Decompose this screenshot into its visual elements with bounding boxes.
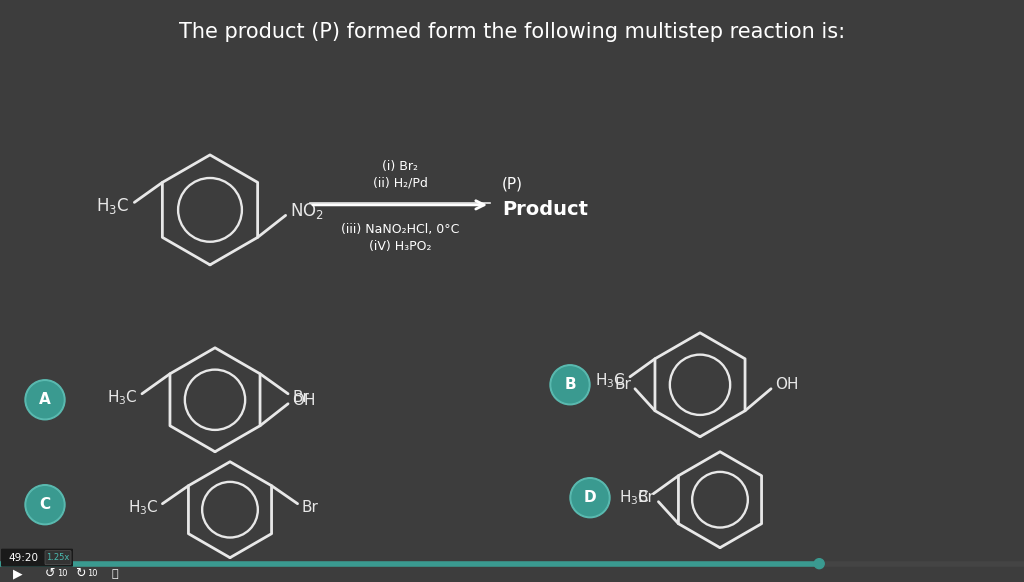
Text: 10: 10: [87, 569, 97, 578]
Circle shape: [27, 382, 63, 418]
Text: Br: Br: [614, 377, 631, 392]
FancyBboxPatch shape: [45, 551, 71, 565]
Circle shape: [572, 480, 608, 516]
Text: 🔊: 🔊: [112, 569, 119, 579]
Circle shape: [27, 487, 63, 523]
Text: (i) Br₂: (i) Br₂: [382, 160, 418, 173]
Text: B: B: [564, 377, 575, 392]
Circle shape: [25, 485, 65, 525]
Text: H$_3$C: H$_3$C: [108, 388, 138, 407]
Text: H$_3$C: H$_3$C: [595, 371, 626, 390]
Text: 1.25x: 1.25x: [46, 553, 70, 562]
Text: D: D: [584, 490, 596, 505]
Text: OH: OH: [292, 393, 315, 408]
Text: Br: Br: [302, 500, 318, 515]
Text: The product (P) formed form the following multistep reaction is:: The product (P) formed form the followin…: [179, 22, 845, 42]
Text: (P): (P): [502, 177, 523, 192]
FancyBboxPatch shape: [1, 549, 73, 567]
Text: H$_3$C: H$_3$C: [128, 498, 159, 517]
Circle shape: [552, 367, 588, 403]
Text: C: C: [40, 497, 50, 512]
Text: Br: Br: [292, 391, 309, 405]
Text: ▶: ▶: [13, 567, 23, 580]
Text: ↺: ↺: [45, 567, 55, 580]
Circle shape: [550, 365, 590, 404]
Circle shape: [570, 478, 610, 518]
Text: NO$_2$: NO$_2$: [290, 201, 324, 221]
Text: (iV) H₃PO₂: (iV) H₃PO₂: [369, 240, 431, 253]
Circle shape: [25, 380, 65, 420]
Text: ↻: ↻: [75, 567, 85, 580]
Text: 49:20: 49:20: [8, 553, 38, 563]
Text: A: A: [39, 392, 51, 407]
Text: OH: OH: [775, 377, 799, 392]
Text: H$_3$C: H$_3$C: [618, 488, 649, 507]
Text: H$_3$C: H$_3$C: [96, 196, 129, 217]
Circle shape: [814, 559, 824, 569]
Text: 10: 10: [56, 569, 68, 578]
Text: Br: Br: [638, 490, 654, 505]
Text: (iii) NaNO₂HCl, 0°C: (iii) NaNO₂HCl, 0°C: [341, 223, 459, 236]
Text: Product: Product: [502, 200, 588, 219]
Text: (ii) H₂/Pd: (ii) H₂/Pd: [373, 177, 427, 190]
